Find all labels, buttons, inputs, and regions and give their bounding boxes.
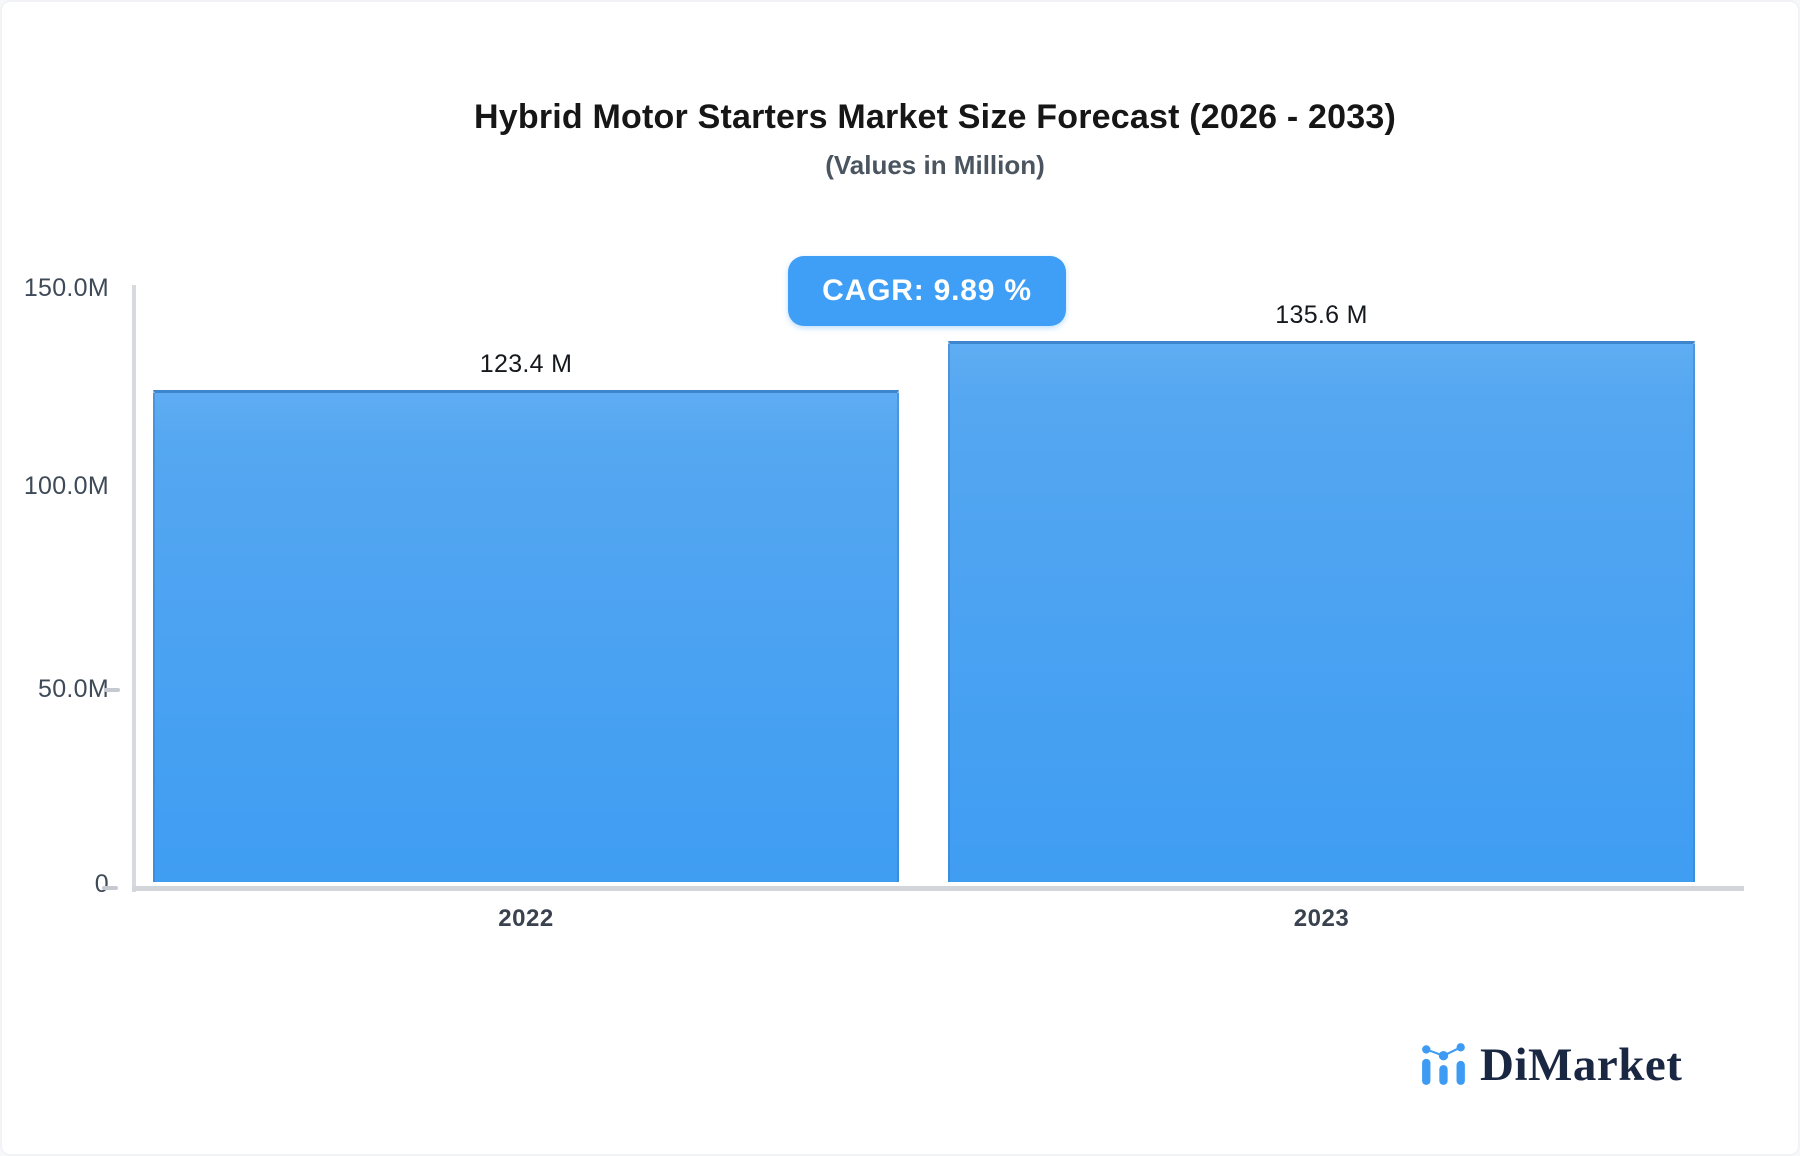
bar-2023-rect[interactable] xyxy=(948,341,1695,882)
y-axis-tick-50: 50.0M xyxy=(38,675,109,703)
y-axis-tick-mark xyxy=(104,688,120,692)
x-axis-line xyxy=(132,886,1744,891)
x-axis-label-2022: 2022 xyxy=(498,905,554,932)
x-axis-label-2023: 2023 xyxy=(1293,905,1350,932)
brand-name: DiMarket xyxy=(1480,1039,1683,1091)
brand-logo: DiMarket xyxy=(1420,1038,1682,1092)
bar-2022-rect[interactable] xyxy=(153,390,899,882)
y-axis-tick-mark xyxy=(102,886,118,890)
y-axis-tick-0: 0 xyxy=(94,870,109,898)
y-axis-tick-100: 100.0M xyxy=(23,472,109,500)
bar-2022[interactable]: 123.4 M xyxy=(153,350,899,882)
bar-2023-value-label: 135.6 M xyxy=(1275,301,1368,329)
chart-title: Hybrid Motor Starters Market Size Foreca… xyxy=(474,98,1396,136)
bar-2023[interactable]: 135.6 M xyxy=(948,301,1695,882)
y-axis-tick-150: 150.0M xyxy=(23,274,109,302)
bar-line-chart-icon xyxy=(1420,1041,1468,1090)
bar-2022-value-label: 123.4 M xyxy=(479,350,573,378)
chart-subtitle: (Values in Million) xyxy=(825,150,1045,180)
cagr-badge: CAGR: 9.89 % xyxy=(788,256,1066,326)
cagr-badge-label: CAGR: 9.89 % xyxy=(822,274,1032,307)
y-axis-line xyxy=(132,285,136,892)
